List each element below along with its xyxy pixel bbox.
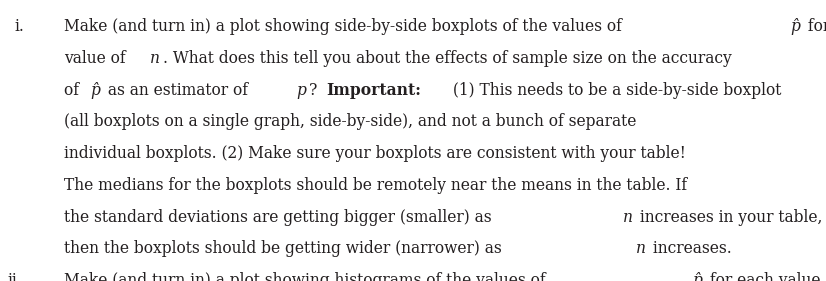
Text: the standard deviations are getting bigger (smaller) as: the standard deviations are getting bigg…	[64, 209, 497, 226]
Text: n: n	[623, 209, 633, 226]
Text: p: p	[297, 82, 306, 99]
Text: (all boxplots on a single graph, side-by-side), and not a bunch of separate: (all boxplots on a single graph, side-by…	[64, 114, 637, 130]
Text: p̂: p̂	[90, 82, 100, 99]
Text: p̂: p̂	[692, 272, 702, 281]
Text: Important:: Important:	[326, 82, 421, 99]
Text: p̂: p̂	[790, 18, 800, 35]
Text: as an estimator of: as an estimator of	[102, 82, 253, 99]
Text: The medians for the boxplots should be remotely near the means in the table. If: The medians for the boxplots should be r…	[64, 177, 687, 194]
Text: Make (and turn in) a plot showing histograms of the values of: Make (and turn in) a plot showing histog…	[64, 272, 551, 281]
Text: individual boxplots. (2) Make sure your boxplots are consistent with your table!: individual boxplots. (2) Make sure your …	[64, 145, 686, 162]
Text: for each value of: for each value of	[705, 272, 826, 281]
Text: Make (and turn in) a plot showing side-by-side boxplots of the values of: Make (and turn in) a plot showing side-b…	[64, 18, 627, 35]
Text: i.: i.	[15, 18, 25, 35]
Text: . What does this tell you about the effects of sample size on the accuracy: . What does this tell you about the effe…	[164, 50, 732, 67]
Text: ?: ?	[309, 82, 322, 99]
Text: increases.: increases.	[648, 241, 732, 257]
Text: value of: value of	[64, 50, 131, 67]
Text: (1) This needs to be a side-by-side boxplot: (1) This needs to be a side-by-side boxp…	[449, 82, 782, 99]
Text: for each: for each	[804, 18, 826, 35]
Text: ii.: ii.	[7, 272, 22, 281]
Text: of: of	[64, 82, 84, 99]
Text: n: n	[150, 50, 160, 67]
Text: then the boxplots should be getting wider (narrower) as: then the boxplots should be getting wide…	[64, 241, 507, 257]
Text: increases in your table,: increases in your table,	[635, 209, 823, 226]
Text: n: n	[635, 241, 646, 257]
